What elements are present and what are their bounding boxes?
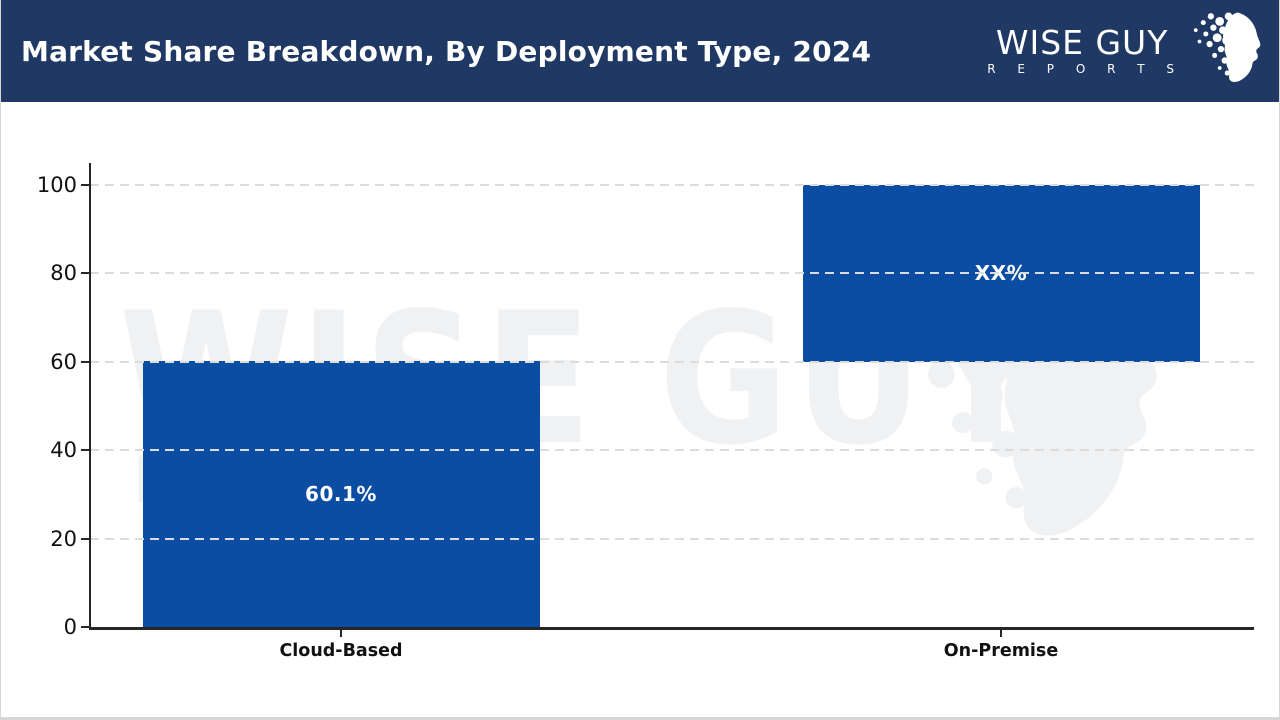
chart-title: Market Share Breakdown, By Deployment Ty… xyxy=(21,34,872,68)
y-tick-mark-80 xyxy=(81,272,89,275)
logo-text: WISE GUY R E P O R T S xyxy=(981,22,1183,77)
bar-value-label: 60.1% xyxy=(305,482,377,507)
x-axis-line xyxy=(89,627,1254,630)
gridline-100 xyxy=(90,184,1254,186)
y-tick-mark-40 xyxy=(81,449,89,452)
x-tick-label-0: Cloud-Based xyxy=(279,641,403,661)
y-tick-mark-0 xyxy=(81,626,89,628)
y-tick-mark-100 xyxy=(81,184,89,186)
gridline-20 xyxy=(90,537,1254,540)
x-tick-mark-0 xyxy=(340,629,342,637)
y-tick-label-40: 40 xyxy=(50,438,77,463)
gridline-60 xyxy=(90,360,1254,363)
y-tick-mark-20 xyxy=(81,537,89,540)
y-tick-label-100: 100 xyxy=(36,173,77,197)
gridline-40 xyxy=(90,449,1254,452)
logo-wordmark: WISE GUY xyxy=(995,22,1169,62)
bar-cloud-based: 60.1% xyxy=(142,361,540,627)
x-tick-label-1: On-Premise xyxy=(943,641,1059,661)
y-tick-label-20: 20 xyxy=(50,526,77,551)
y-tick-label-0: 0 xyxy=(63,615,77,639)
face-logo-icon xyxy=(1193,12,1261,83)
wiseguy-logo: WISE GUY R E P O R T S xyxy=(981,10,1265,92)
gridline-80 xyxy=(90,272,1254,275)
y-axis-line xyxy=(89,163,91,630)
logo-subtext: R E P O R T S xyxy=(987,62,1183,77)
y-tick-label-60: 60 xyxy=(50,349,77,374)
y-tick-label-80: 80 xyxy=(50,261,77,286)
y-tick-mark-60 xyxy=(81,360,89,363)
header-bar: Market Share Breakdown, By Deployment Ty… xyxy=(1,0,1279,102)
x-tick-mark-1 xyxy=(1000,629,1002,637)
